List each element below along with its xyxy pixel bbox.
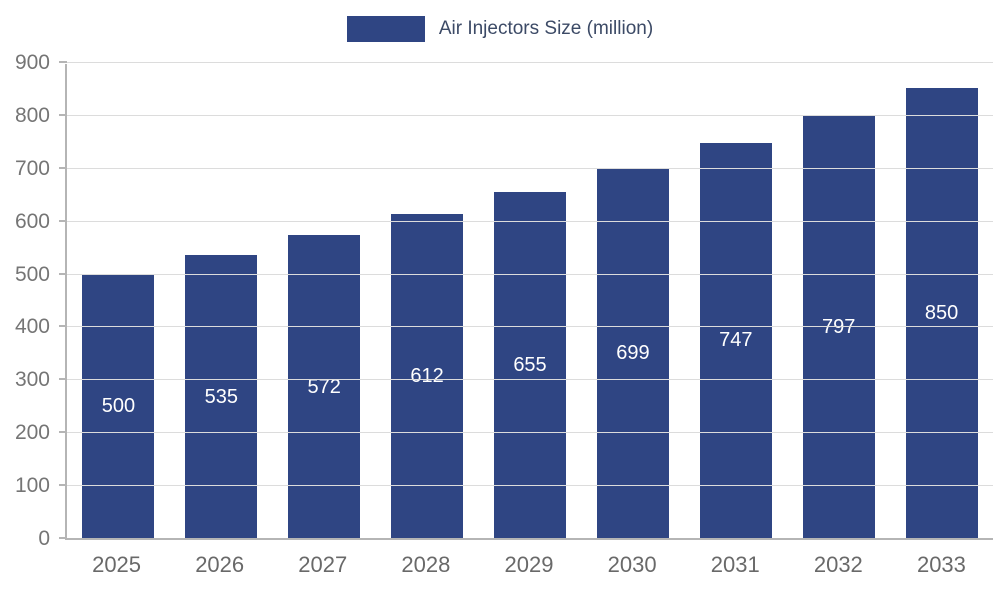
bar-2026: 535 [185, 255, 258, 538]
bar-2027: 572 [288, 235, 361, 538]
y-axis-tick-label: 0 [38, 527, 50, 550]
bar-value-label: 797 [821, 316, 856, 339]
y-tick-mark [59, 325, 67, 328]
y-tick-mark [59, 219, 67, 222]
x-axis-tick-label: 2029 [504, 552, 554, 577]
y-tick-mark [59, 484, 67, 487]
bar-2025: 500 [82, 273, 155, 538]
gridline [67, 273, 993, 275]
bar-slot: 797 [787, 64, 890, 538]
bar-slot: 612 [376, 64, 479, 538]
bar-2030: 699 [596, 168, 669, 538]
plot-area: 500 535 572 612 655 699 747 797 850 [59, 61, 993, 540]
bar-2029: 655 [494, 191, 566, 538]
x-axis-tick-label: 2033 [916, 552, 966, 577]
y-tick-mark [59, 272, 67, 275]
y-axis-tick-label: 900 [14, 51, 50, 74]
bar-value-label: 747 [719, 329, 753, 352]
x-axis-tick-label: 2027 [298, 552, 348, 577]
bar-2028: 612 [391, 214, 464, 538]
bar-slot: 572 [273, 64, 376, 538]
y-tick-mark [59, 378, 67, 381]
x-axis-tick-label: 2026 [195, 552, 245, 577]
bar-2031: 747 [699, 142, 772, 538]
x-axis-tick-label: 2030 [607, 552, 657, 577]
gridline [67, 432, 993, 434]
y-axis-tick-label: 400 [14, 315, 50, 339]
gridline [67, 379, 993, 381]
y-tick-mark [59, 166, 67, 169]
y-axis-tick-label: 600 [14, 209, 50, 233]
legend-label: Air Injectors Size (million) [438, 18, 654, 39]
y-axis-tick-label: 700 [14, 156, 50, 180]
gridline [67, 167, 993, 169]
gridline [67, 326, 993, 328]
x-axis-tick-label: 2025 [92, 552, 142, 577]
chart-legend: Air Injectors Size (million) [0, 16, 1000, 42]
x-axis-tick-label: 2031 [710, 552, 760, 577]
bar-value-label: 535 [204, 385, 239, 408]
bar-slot: 655 [479, 64, 582, 538]
bar-slot: 747 [684, 64, 787, 538]
bar-slot: 850 [890, 64, 993, 538]
legend-swatch [346, 16, 425, 42]
bar-value-label: 500 [101, 394, 136, 417]
y-tick-mark [59, 61, 67, 63]
x-axis-tick-label: 2032 [813, 552, 863, 577]
y-axis-tick-label: 100 [14, 474, 50, 498]
bar-value-label: 572 [307, 375, 341, 398]
gridline [67, 62, 993, 63]
bar-2033: 850 [905, 88, 978, 538]
bar-value-label: 655 [513, 353, 547, 376]
x-axis-tick-label: 2028 [401, 552, 451, 577]
y-axis-tick-label: 200 [14, 421, 50, 445]
y-tick-mark [59, 431, 67, 434]
gridline [67, 220, 993, 222]
y-axis-tick-label: 800 [14, 103, 50, 127]
bar-slot: 699 [581, 64, 684, 538]
bar-slot: 535 [170, 64, 273, 538]
bar-slot: 500 [67, 64, 170, 538]
y-axis-tick-label: 300 [14, 368, 50, 392]
gridline [67, 114, 993, 116]
x-axis-labels: 2025 2026 2027 2028 2029 2030 2031 2032 2033 [65, 552, 993, 578]
y-tick-mark [59, 537, 67, 539]
y-tick-mark [59, 113, 67, 116]
bar-value-label: 612 [410, 365, 444, 388]
bars-layer: 500 535 572 612 655 699 747 797 850 [67, 64, 993, 538]
bar-value-label: 850 [924, 302, 959, 325]
gridline [67, 485, 993, 487]
bar-value-label: 699 [616, 342, 650, 365]
y-axis-tick-label: 500 [14, 262, 50, 286]
